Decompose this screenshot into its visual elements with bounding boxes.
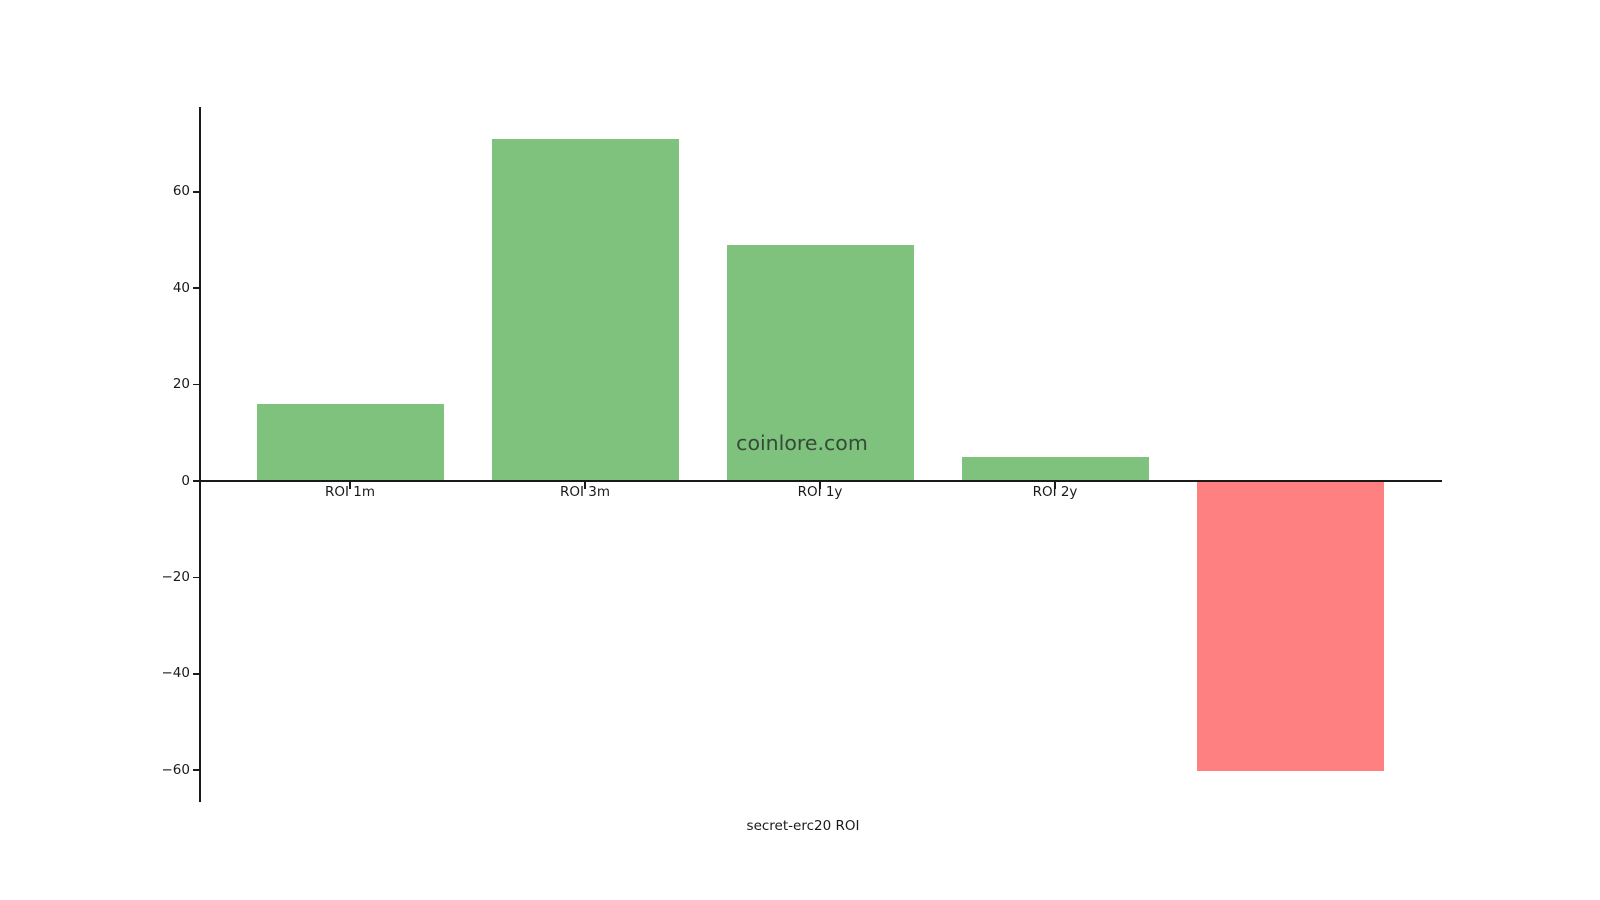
y-tick-mark [193,673,199,675]
bar-roi-1y [726,244,914,481]
y-tick-label: −20 [161,568,191,585]
y-tick-mark [193,769,199,771]
x-tick-mark [349,481,351,489]
x-tick-mark [1054,481,1056,489]
bar-roi-1m [256,403,444,481]
x-axis-zero-line [199,480,1442,482]
bar-roi-3m [491,138,679,481]
x-tick-mark [819,481,821,489]
y-tick-label: 60 [172,183,190,200]
y-tick-label: −60 [161,761,191,778]
y-tick-label: 0 [181,472,190,489]
y-tick-mark [193,383,199,386]
y-tick-mark [193,287,199,289]
y-tick-mark [193,191,199,193]
y-axis-spine [199,107,201,802]
x-tick-mark [584,481,586,489]
y-tick-mark [193,480,199,482]
x-tick-label: ROI 1m [324,483,376,500]
y-tick-label: 20 [172,376,190,393]
watermark-text: coinlore.com [736,431,868,455]
x-tick-label: ROI 1y [797,483,843,500]
y-tick-mark [193,576,199,579]
x-tick-label: ROI 2y [1032,483,1078,500]
y-tick-label: −40 [161,665,191,682]
x-tick-label: ROI 3m [559,483,611,500]
bar-unlabeled [1196,481,1384,771]
y-tick-label: 40 [172,279,190,296]
chart-title: secret-erc20 ROI [746,818,860,834]
bar-roi-2y [961,456,1149,481]
